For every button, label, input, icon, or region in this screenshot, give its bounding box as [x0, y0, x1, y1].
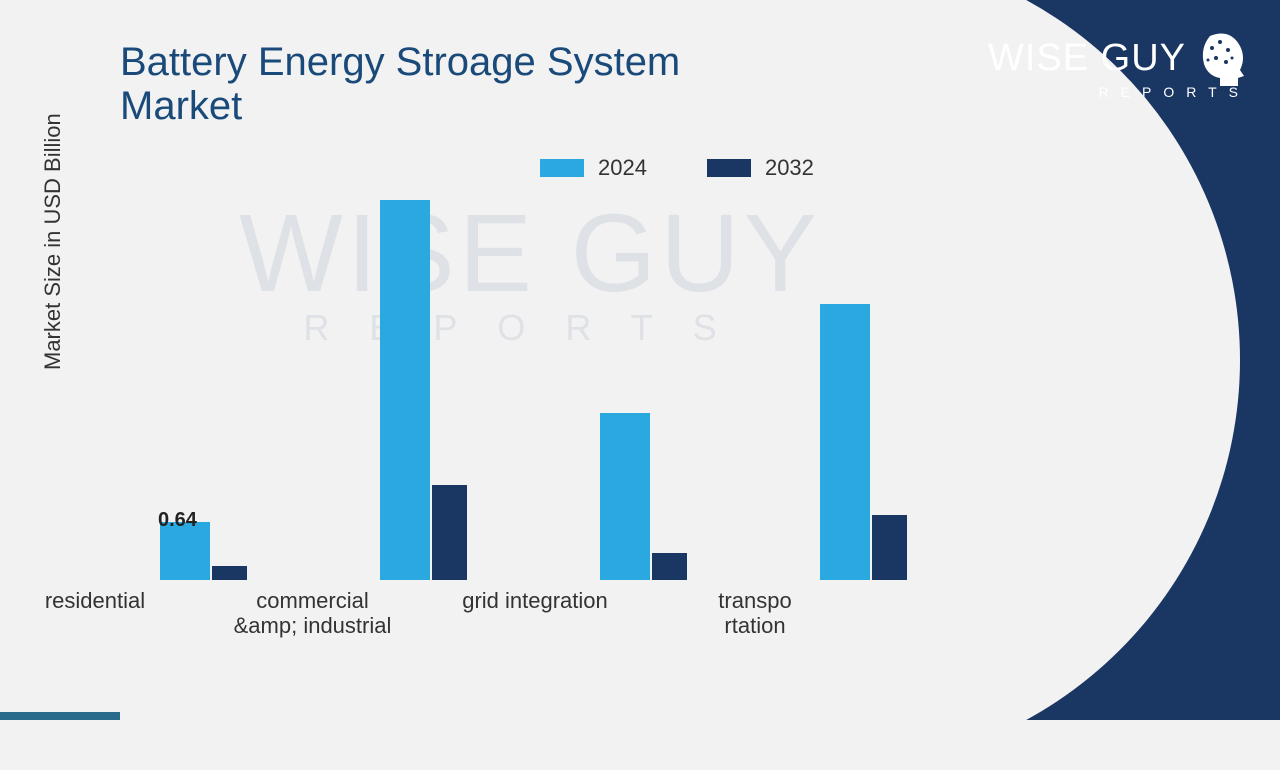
- chart-title: Battery Energy Stroage System Market: [120, 40, 800, 128]
- legend-label: 2032: [765, 155, 814, 181]
- legend-item-2032: 2032: [707, 155, 814, 181]
- bar-group: [820, 304, 907, 580]
- bar-series-2: [212, 566, 247, 580]
- x-axis-category-label: transpo rtation: [690, 588, 820, 639]
- legend-swatch-icon: [707, 159, 751, 177]
- brand-logo: WISE GUY REPORTS: [988, 28, 1250, 100]
- bar-group: [380, 200, 467, 580]
- bar-series-2: [872, 515, 907, 580]
- x-axis-category-label: commercial &amp; industrial: [230, 588, 395, 639]
- x-axis-category-label: grid integration: [460, 588, 610, 613]
- bar-value-label: 0.64: [158, 509, 197, 532]
- chart-legend: 2024 2032: [540, 155, 814, 181]
- legend-item-2024: 2024: [540, 155, 647, 181]
- right-accent-panel: [970, 0, 1280, 720]
- legend-label: 2024: [598, 155, 647, 181]
- x-axis-category-label: residential: [25, 588, 165, 613]
- logo-text-main: WISE GUY: [988, 37, 1186, 80]
- bar-series-2: [652, 553, 687, 580]
- bar-series-2: [432, 485, 467, 580]
- head-silhouette-icon: [1190, 28, 1250, 88]
- bottom-accent-bar: [0, 712, 120, 720]
- bar-series-1: [380, 200, 430, 580]
- bar-series-1: [820, 304, 870, 580]
- chart-plot-area: 0.64: [110, 200, 980, 580]
- bar-group: [600, 413, 687, 580]
- legend-swatch-icon: [540, 159, 584, 177]
- bar-series-1: [600, 413, 650, 580]
- y-axis-label: Market Size in USD Billion: [40, 113, 66, 370]
